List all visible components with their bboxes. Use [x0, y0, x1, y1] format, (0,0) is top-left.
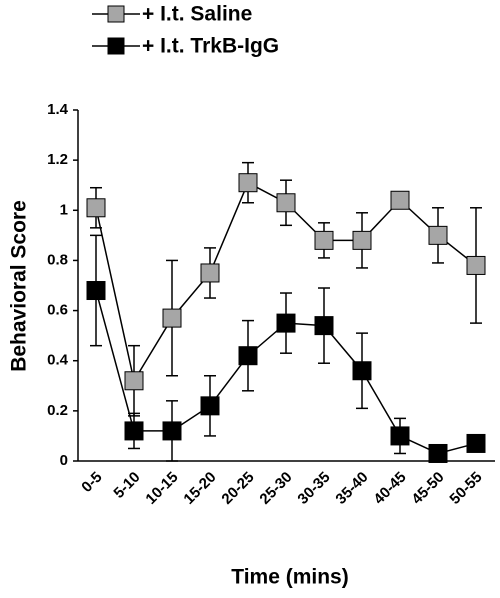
marker [466, 433, 486, 453]
marker [276, 313, 296, 333]
y-tick-label: 0.8 [47, 251, 68, 268]
legend-marker [107, 37, 125, 55]
x-tick-label: 25-30 [256, 469, 295, 508]
y-tick-label: 0.6 [47, 302, 68, 319]
marker [86, 281, 106, 301]
x-axis-label: Time (mins) [231, 566, 348, 589]
legend-label: + I.t. Saline [142, 3, 252, 26]
marker [238, 173, 258, 193]
x-tick-label: 10-15 [142, 469, 181, 508]
marker [200, 263, 220, 283]
marker [162, 421, 182, 441]
x-tick-label: 35-40 [332, 469, 371, 508]
marker [314, 316, 334, 336]
y-tick-label: 0.4 [47, 352, 69, 369]
marker [352, 361, 372, 381]
marker [162, 308, 182, 328]
marker [124, 371, 144, 391]
y-tick-label: 1 [60, 201, 68, 218]
marker [466, 255, 486, 275]
marker [428, 443, 448, 463]
x-tick-label: 15-20 [180, 469, 219, 508]
y-tick-label: 0.2 [47, 402, 68, 419]
x-tick-label: 20-25 [218, 469, 257, 508]
marker [238, 346, 258, 366]
legend-marker [107, 5, 125, 23]
marker [276, 193, 296, 213]
marker [428, 225, 448, 245]
marker [352, 230, 372, 250]
x-tick-label: 5-10 [110, 469, 143, 502]
x-tick-label: 0-5 [78, 469, 105, 496]
y-tick-label: 0 [60, 452, 68, 469]
marker [314, 230, 334, 250]
y-tick-label: 1.4 [47, 101, 69, 118]
marker [200, 396, 220, 416]
x-tick-label: 45-50 [408, 469, 447, 508]
x-tick-label: 40-45 [370, 469, 409, 508]
marker [124, 421, 144, 441]
marker [390, 190, 410, 210]
marker [390, 426, 410, 446]
marker [86, 198, 106, 218]
x-tick-label: 50-55 [446, 469, 485, 508]
y-axis-label: Behavioral Score [8, 200, 31, 372]
y-tick-label: 1.2 [47, 151, 68, 168]
legend-label: + I.t. TrkB-IgG [142, 35, 279, 58]
x-tick-label: 30-35 [294, 469, 333, 508]
